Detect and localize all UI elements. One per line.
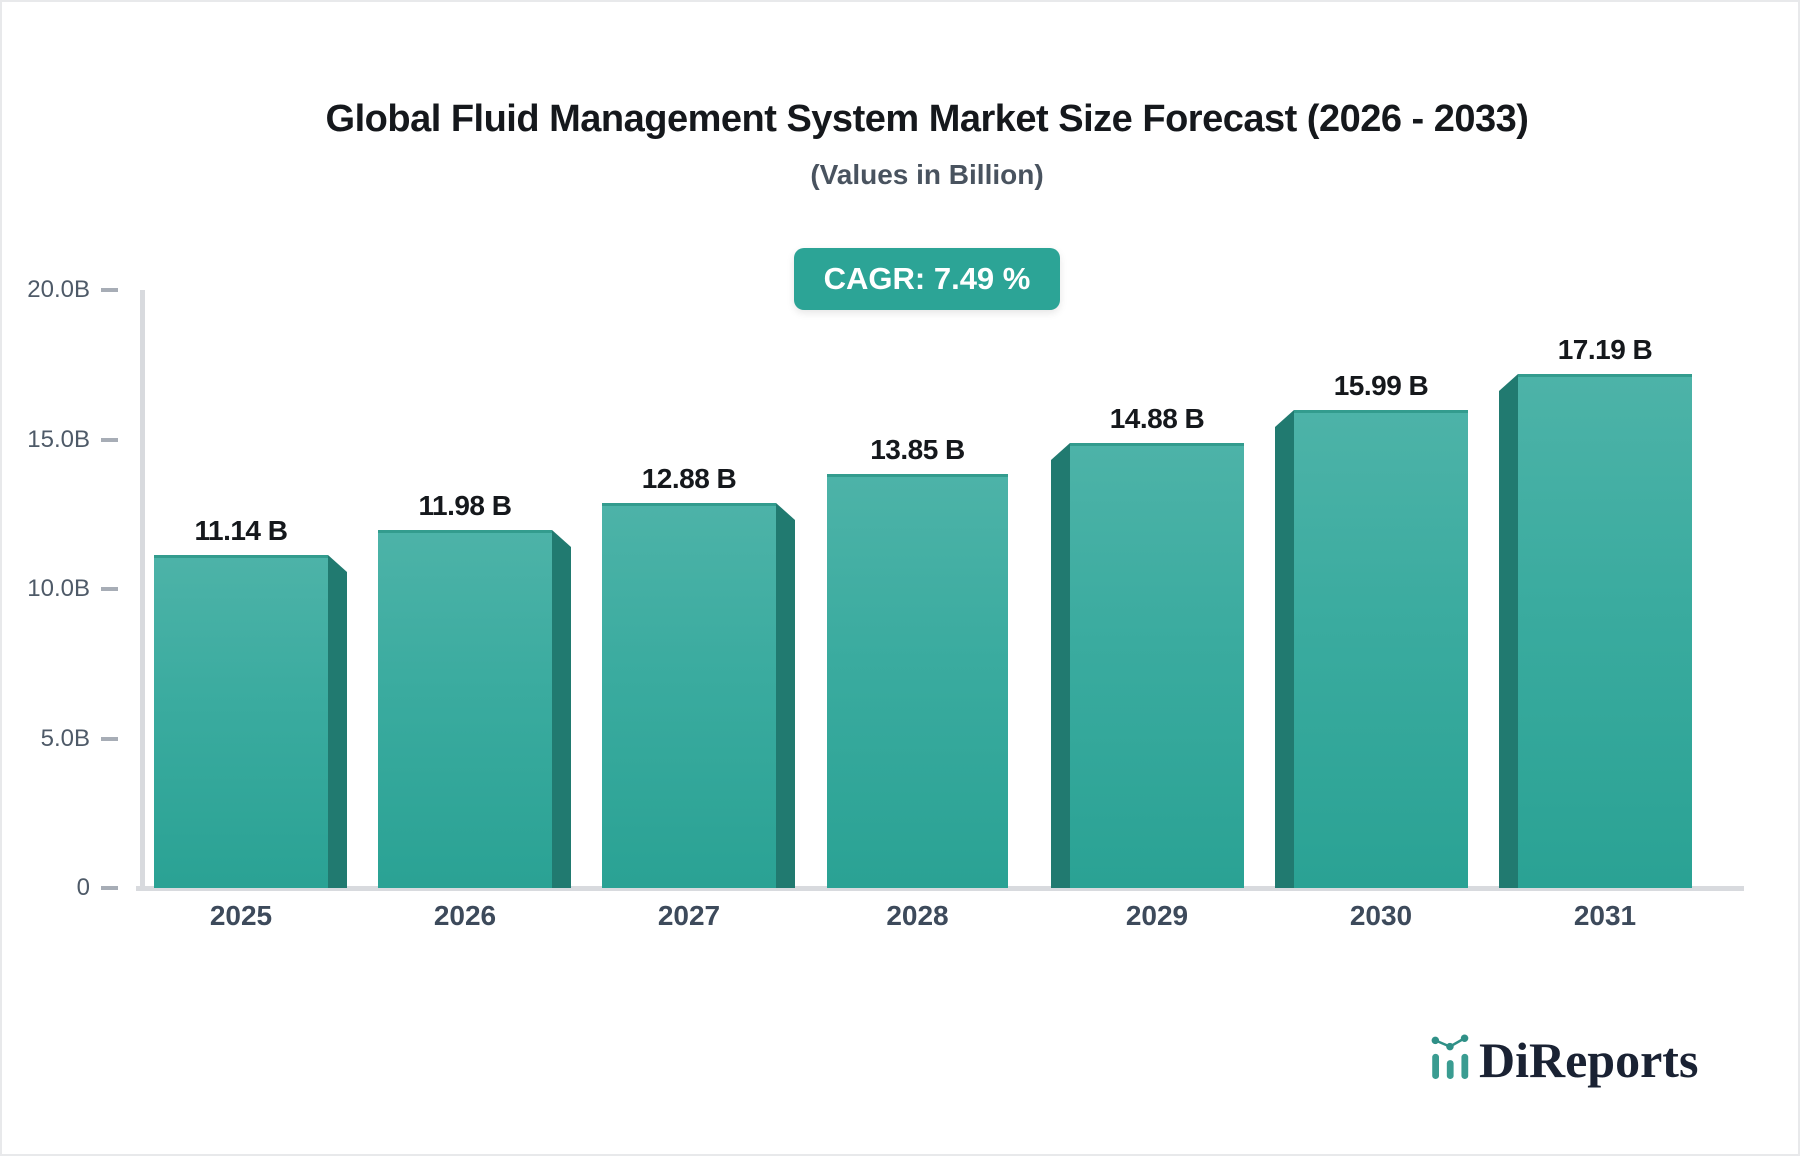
bar-value-label: 11.98 B xyxy=(418,490,512,521)
x-axis-label-2025: 2025 xyxy=(209,900,273,931)
y-tick-dash xyxy=(101,886,118,890)
bar-3d-edge xyxy=(776,503,795,888)
bar-2028: 13.85 B xyxy=(827,434,1008,888)
bar-2029: 14.88 B xyxy=(1051,403,1244,888)
y-tick-dash xyxy=(101,736,118,741)
bar-face xyxy=(154,555,328,888)
bar-2031: 17.19 B xyxy=(1499,334,1692,888)
chart-subtitle: (Values in Billion) xyxy=(810,159,1044,190)
bar-face xyxy=(1518,374,1692,888)
y-tick-label: 20.0B xyxy=(27,276,90,303)
x-axis-label-2027: 2027 xyxy=(657,900,721,931)
bar-3d-edge xyxy=(1275,410,1294,888)
chart-header: Global Fluid Management System Market Si… xyxy=(52,96,1798,310)
bar-3d-edge xyxy=(1499,374,1518,888)
bar-2027: 12.88 B xyxy=(602,463,795,888)
bar-face xyxy=(827,474,1008,888)
y-tick-label: 0 xyxy=(76,874,90,901)
x-axis-label-2029: 2029 xyxy=(1125,900,1189,931)
x-axis-label-2030: 2030 xyxy=(1349,900,1413,931)
bar-value-label: 15.99 B xyxy=(1333,370,1429,401)
bar-value-label: 14.88 B xyxy=(1109,403,1205,434)
bar-face xyxy=(1294,410,1468,888)
bar-face xyxy=(378,530,552,888)
y-tick-label: 15.0B xyxy=(27,425,90,453)
chart-title: Global Fluid Management System Market Si… xyxy=(325,98,1529,140)
x-axis-label-2031: 2031 xyxy=(1573,900,1637,931)
brand-logo: DiReports xyxy=(1430,1032,1698,1085)
x-axis-label-2028: 2028 xyxy=(886,900,949,931)
bar-2026: 11.98 B xyxy=(378,490,571,888)
y-tick-label: 5.0B xyxy=(40,724,90,752)
brand-name: DiReports xyxy=(1479,1032,1699,1088)
bar-2030: 15.99 B xyxy=(1275,370,1468,888)
x-axis-label-2026: 2026 xyxy=(433,900,497,931)
y-tick-dash xyxy=(101,437,118,442)
bar-face xyxy=(602,503,776,888)
bar-3d-edge xyxy=(552,530,571,888)
cagr-badge: CAGR: 7.49 % xyxy=(793,248,1061,310)
bar-value-label: 12.88 B xyxy=(641,463,737,494)
bar-value-label: 13.85 B xyxy=(870,434,965,465)
bar-face xyxy=(1070,443,1244,888)
bar-3d-edge xyxy=(328,555,347,888)
y-tick-dash xyxy=(101,587,118,591)
bar-value-label: 17.19 B xyxy=(1557,334,1653,365)
bar-3d-edge xyxy=(1051,443,1070,888)
bar-2025: 11.14 B xyxy=(154,515,347,888)
y-axis-line xyxy=(140,290,145,888)
bar-chart-logo-icon xyxy=(1430,1032,1472,1085)
y-tick-label: 10.0B xyxy=(27,575,90,602)
x-axis-line xyxy=(136,886,1744,891)
y-tick-dash xyxy=(101,288,118,292)
bar-value-label: 11.14 B xyxy=(194,515,288,546)
